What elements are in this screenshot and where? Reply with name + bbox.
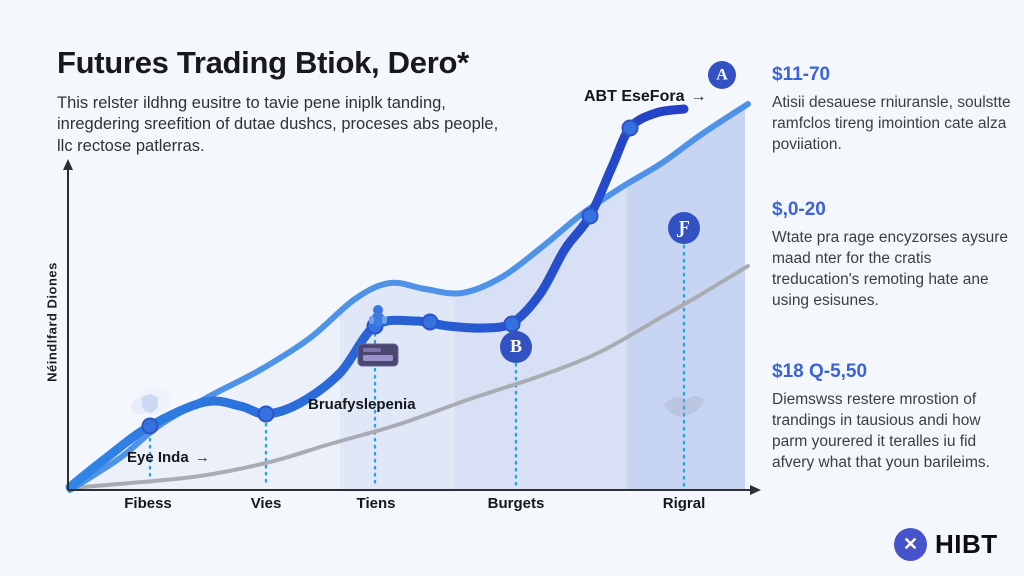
x-axis-label-vies: Vies	[250, 495, 282, 512]
stat-block-3: $18 Q-5,50 Diemswss restere mrostion of …	[772, 361, 1012, 473]
stat-value: $18 Q-5,50	[772, 361, 868, 382]
x-mark-icon: ✕	[894, 528, 927, 561]
annotation-label: Bruafyslepenia	[308, 396, 416, 413]
x-axis-label-tiens: Tiens	[356, 495, 396, 512]
data-point-marker	[421, 313, 439, 331]
annotation-label: Eye Inda	[127, 449, 189, 466]
stat-value: $,0-20	[772, 199, 826, 220]
badge-b: B	[500, 331, 532, 363]
y-axis-arrow	[63, 159, 73, 170]
axes	[67, 168, 752, 491]
x-axis-label-rigral: Rigral	[662, 495, 706, 512]
stat-value: $11-70	[772, 64, 831, 85]
data-point-marker	[581, 207, 599, 225]
data-point-marker	[141, 417, 159, 435]
x-axis-label-burgets: Burgets	[487, 495, 545, 512]
area-band	[627, 104, 745, 490]
stat-text: Wtate pra rage encyzorses aysure maad nt…	[772, 229, 1009, 309]
eagle-watermark-icon	[664, 396, 704, 417]
stat-block-2: $,0-20 Wtate pra rage encyzorses aysure …	[772, 199, 1012, 311]
stat-block-1: $11-70 Atisii desauese rniuransle, souls…	[772, 64, 1012, 155]
data-point-marker	[503, 315, 521, 333]
baseline-gray-line	[68, 264, 750, 490]
page-title: Futures Trading Btiok, Dero*	[57, 44, 469, 80]
y-axis-label: Néindlfard Diones	[44, 262, 60, 382]
badge-a: A	[708, 61, 736, 89]
data-point-marker	[257, 405, 275, 423]
purple-card-icon	[357, 343, 399, 367]
svg-text:Ƒ: Ƒ	[677, 217, 690, 237]
arrow-right-icon: →	[194, 449, 210, 466]
x-axis-arrow	[750, 485, 761, 495]
brand-name: HIBT	[935, 529, 998, 559]
cloud-shield-icon	[131, 388, 171, 414]
stat-text: Diemswss restere mrostion of trandings i…	[772, 391, 990, 471]
x-axis-label-fibess: Fibess	[124, 495, 172, 512]
mascot-icon	[369, 305, 387, 326]
svg-text:A: A	[716, 67, 728, 84]
stats-column: $11-70 Atisii desauese rniuransle, souls…	[772, 64, 1012, 507]
arrow-right-icon: →	[690, 88, 707, 105]
data-point-marker	[621, 119, 639, 137]
svg-text:B: B	[510, 336, 522, 356]
annotation-abt-esefora: ABT EseFora →	[584, 88, 706, 106]
brand-logo: ✕ HIBT	[894, 528, 998, 561]
annotation-eye-inda: Eye Inda →	[127, 449, 210, 466]
annotation-bruafyslepenia: Bruafyslepenia	[308, 396, 416, 413]
badge-ƒ: Ƒ	[668, 212, 700, 244]
page-subtitle: This relster ildhng eusitre to tavie pen…	[57, 93, 499, 155]
annotation-label: ABT EseFora	[584, 88, 685, 105]
stat-text: Atisii desauese rniuransle, soulstte ram…	[772, 94, 1011, 153]
